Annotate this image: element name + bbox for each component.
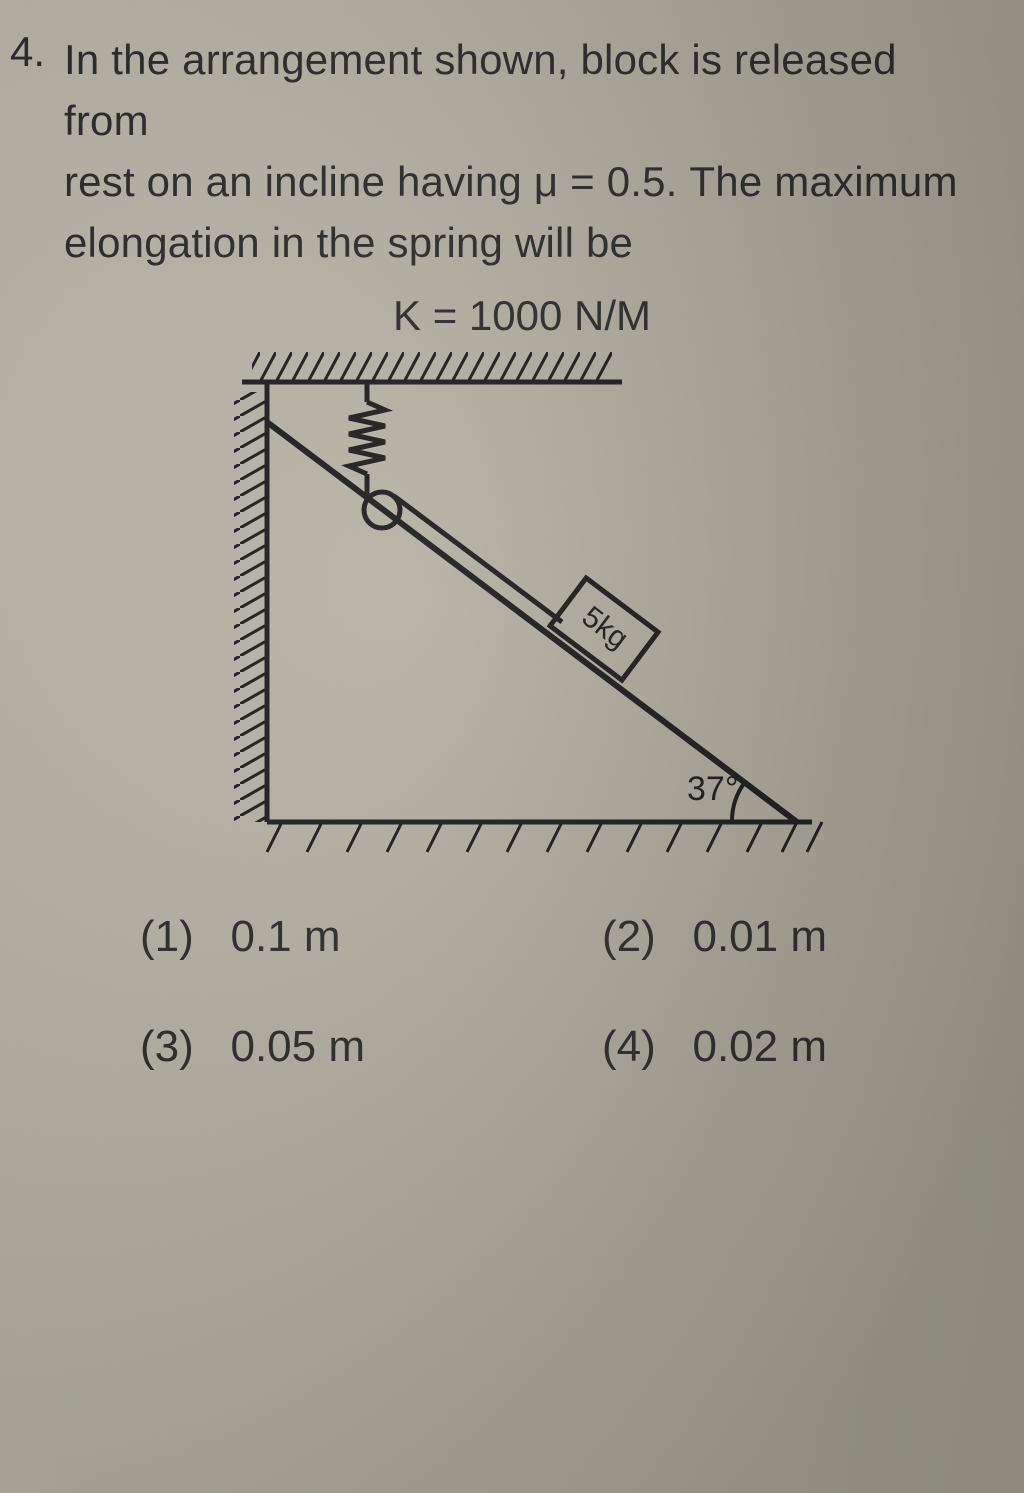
question-number: 4. [10, 28, 45, 76]
option-text: 0.1 m [230, 912, 340, 961]
physics-diagram: 5kg 37° [212, 352, 832, 872]
angle-label: 37° [687, 770, 738, 808]
options-grid: (1) 0.1 m (2) 0.01 m (3) 0.05 m (4) 0.02… [140, 912, 944, 1072]
option-text: 0.01 m [692, 912, 827, 961]
angle-marker: 37° [687, 770, 745, 822]
ceiling [242, 352, 622, 382]
stem-line-3: elongation in the spring will be [64, 219, 633, 266]
option-key: (3) [140, 1022, 194, 1071]
option-4: (4) 0.02 m [602, 1022, 944, 1072]
spring [349, 382, 385, 497]
option-key: (4) [602, 1022, 656, 1071]
block: 5kg [550, 578, 658, 680]
option-key: (2) [602, 912, 656, 961]
question-stem: In the arrangement shown, block is relea… [64, 30, 984, 274]
incline [267, 422, 797, 822]
option-2: (2) 0.01 m [602, 912, 944, 962]
spring-constant-label: K = 1000 N/M [60, 292, 984, 340]
vertical-wall [234, 382, 267, 822]
string [394, 496, 562, 622]
stem-line-2: rest on an incline having μ = 0.5. The m… [64, 158, 958, 205]
diagram-svg: 5kg 37° [212, 352, 832, 872]
option-text: 0.02 m [692, 1022, 827, 1071]
ground [267, 822, 822, 852]
option-key: (1) [140, 912, 194, 961]
option-text: 0.05 m [230, 1022, 365, 1071]
stem-line-1: In the arrangement shown, block is relea… [64, 36, 897, 144]
option-3: (3) 0.05 m [140, 1022, 482, 1072]
option-1: (1) 0.1 m [140, 912, 482, 962]
page: 4. In the arrangement shown, block is re… [0, 0, 1024, 1493]
